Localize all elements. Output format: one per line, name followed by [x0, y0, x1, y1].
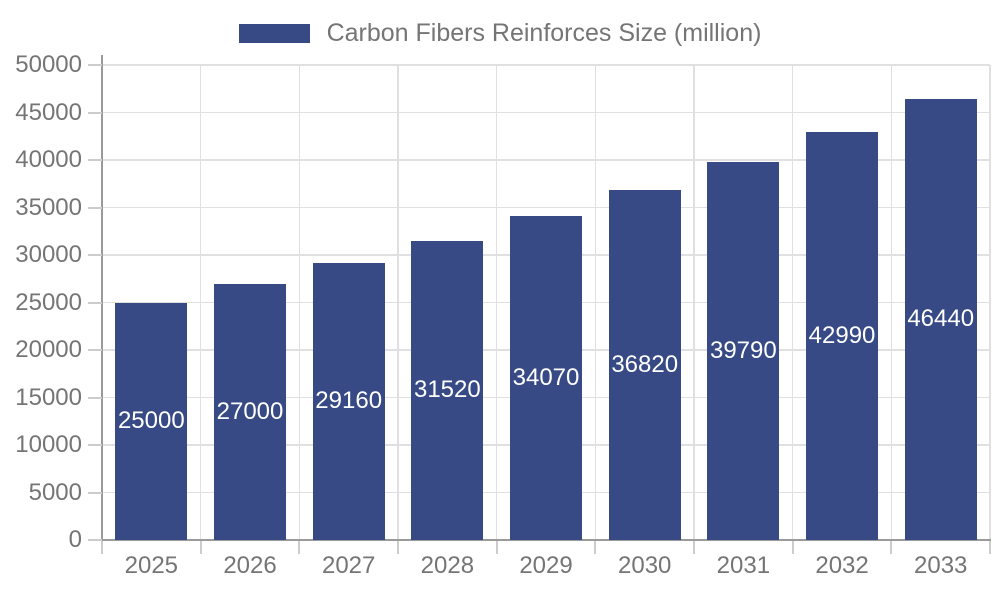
y-tick-label: 25000 [15, 288, 82, 316]
x-tick-label: 2025 [124, 552, 179, 579]
x-gridline [594, 65, 597, 540]
y-tick-label: 10000 [15, 431, 82, 458]
bar-2029[interactable]: 34070 [510, 216, 583, 540]
y-tick-label: 0 [68, 526, 82, 553]
y-tick-label: 35000 [15, 193, 82, 221]
y-tick-mark [88, 111, 102, 114]
y-gridline [102, 206, 990, 209]
x-gridline [199, 65, 202, 540]
y-tick-label: 45000 [15, 98, 82, 126]
bar-value-label: 29160 [315, 387, 383, 415]
y-tick-label: 5000 [28, 478, 82, 506]
y-tick-label: 15000 [15, 383, 82, 411]
bar-2031[interactable]: 39790 [707, 162, 780, 540]
x-tick-mark [397, 541, 399, 554]
x-gridline [397, 65, 399, 540]
x-tick-label: 2028 [420, 552, 475, 579]
bar-slot: 27000 [201, 65, 300, 540]
x-tick-mark [199, 541, 202, 554]
x-gridline [890, 65, 893, 540]
bar-slot: 29160 [299, 65, 398, 540]
bar-slot: 31520 [398, 65, 497, 540]
x-tick-mark [594, 541, 597, 554]
bar-value-label: 39790 [709, 337, 777, 364]
bar-2025[interactable]: 25000 [115, 302, 188, 540]
x-gridline [989, 65, 991, 540]
bar-2027[interactable]: 29160 [312, 262, 385, 540]
y-tick-mark [88, 159, 102, 161]
y-tick-label: 40000 [15, 146, 82, 173]
bar-slot: 42990 [793, 65, 892, 540]
y-tick-mark [88, 349, 102, 351]
x-tick-label: 2027 [321, 552, 376, 579]
x-tick-mark [791, 541, 794, 554]
y-tick-mark [88, 444, 102, 446]
bar-value-label: 25000 [117, 407, 185, 435]
x-gridline [495, 65, 498, 540]
y-gridline [102, 64, 990, 66]
bar-value-label: 36820 [611, 351, 679, 379]
y-tick-mark [88, 491, 102, 494]
y-tick-label: 50000 [15, 51, 82, 78]
bar-value-label: 27000 [216, 397, 284, 425]
y-tick-label: 30000 [15, 241, 82, 268]
bar-2028[interactable]: 31520 [411, 240, 484, 540]
y-tick-mark [88, 206, 102, 209]
bar-slot: 34070 [497, 65, 596, 540]
bar-slot: 46440 [891, 65, 990, 540]
x-tick-label: 2026 [223, 552, 277, 579]
x-tick-label: 2033 [914, 552, 968, 579]
x-tick-mark [989, 541, 991, 554]
x-tick-mark [101, 541, 103, 554]
y-tick-mark [88, 396, 102, 399]
legend-swatch-icon [238, 24, 310, 43]
bar-2030[interactable]: 36820 [608, 190, 681, 540]
bar-2032[interactable]: 42990 [806, 131, 879, 540]
bar-value-label: 42990 [808, 321, 876, 349]
x-tick-mark [495, 541, 498, 554]
y-tick-label: 20000 [15, 336, 82, 363]
bar-2026[interactable]: 27000 [214, 283, 286, 540]
y-axis-labels: 0 5000 10000 15000 20000 25000 30000 35000 40000… [0, 51, 82, 553]
bar-value-label: 46440 [907, 305, 975, 333]
bar-slot: 36820 [595, 65, 694, 540]
bar-value-label: 34070 [512, 364, 580, 392]
x-gridline [298, 65, 301, 540]
x-tick-label: 2030 [618, 552, 672, 579]
x-axis-line [101, 539, 991, 541]
x-tick-label: 2029 [519, 552, 573, 579]
x-gridline [791, 65, 794, 540]
x-tick-mark [693, 541, 695, 554]
bar-slot: 39790 [694, 65, 793, 540]
y-tick-mark [88, 64, 102, 66]
bar-value-label: 31520 [413, 376, 481, 404]
y-tick-mark [88, 301, 102, 304]
y-tick-mark [88, 539, 102, 541]
bar-slot: 25000 [102, 65, 201, 540]
x-tick-label: 2032 [815, 552, 869, 579]
x-tick-mark [890, 541, 893, 554]
y-tick-mark [88, 254, 102, 256]
y-gridline [102, 111, 990, 114]
legend-item[interactable]: Carbon Fibers Reinforces Size (million) [0, 19, 1000, 48]
x-tick-mark [298, 541, 301, 554]
x-tick-label: 2031 [716, 552, 771, 579]
bar-2033[interactable]: 46440 [904, 98, 977, 540]
x-axis-labels: 2025 2026 2027 2028 2029 2030 2031 2032 2033 [102, 552, 990, 580]
x-gridline [693, 65, 695, 540]
bars-layer: 25000 27000 29160 31520 34070 36820 39790 42990… [102, 65, 990, 540]
y-axis-line [101, 55, 103, 540]
legend-label: Carbon Fibers Reinforces Size (million) [326, 19, 762, 47]
y-gridline [102, 159, 990, 161]
